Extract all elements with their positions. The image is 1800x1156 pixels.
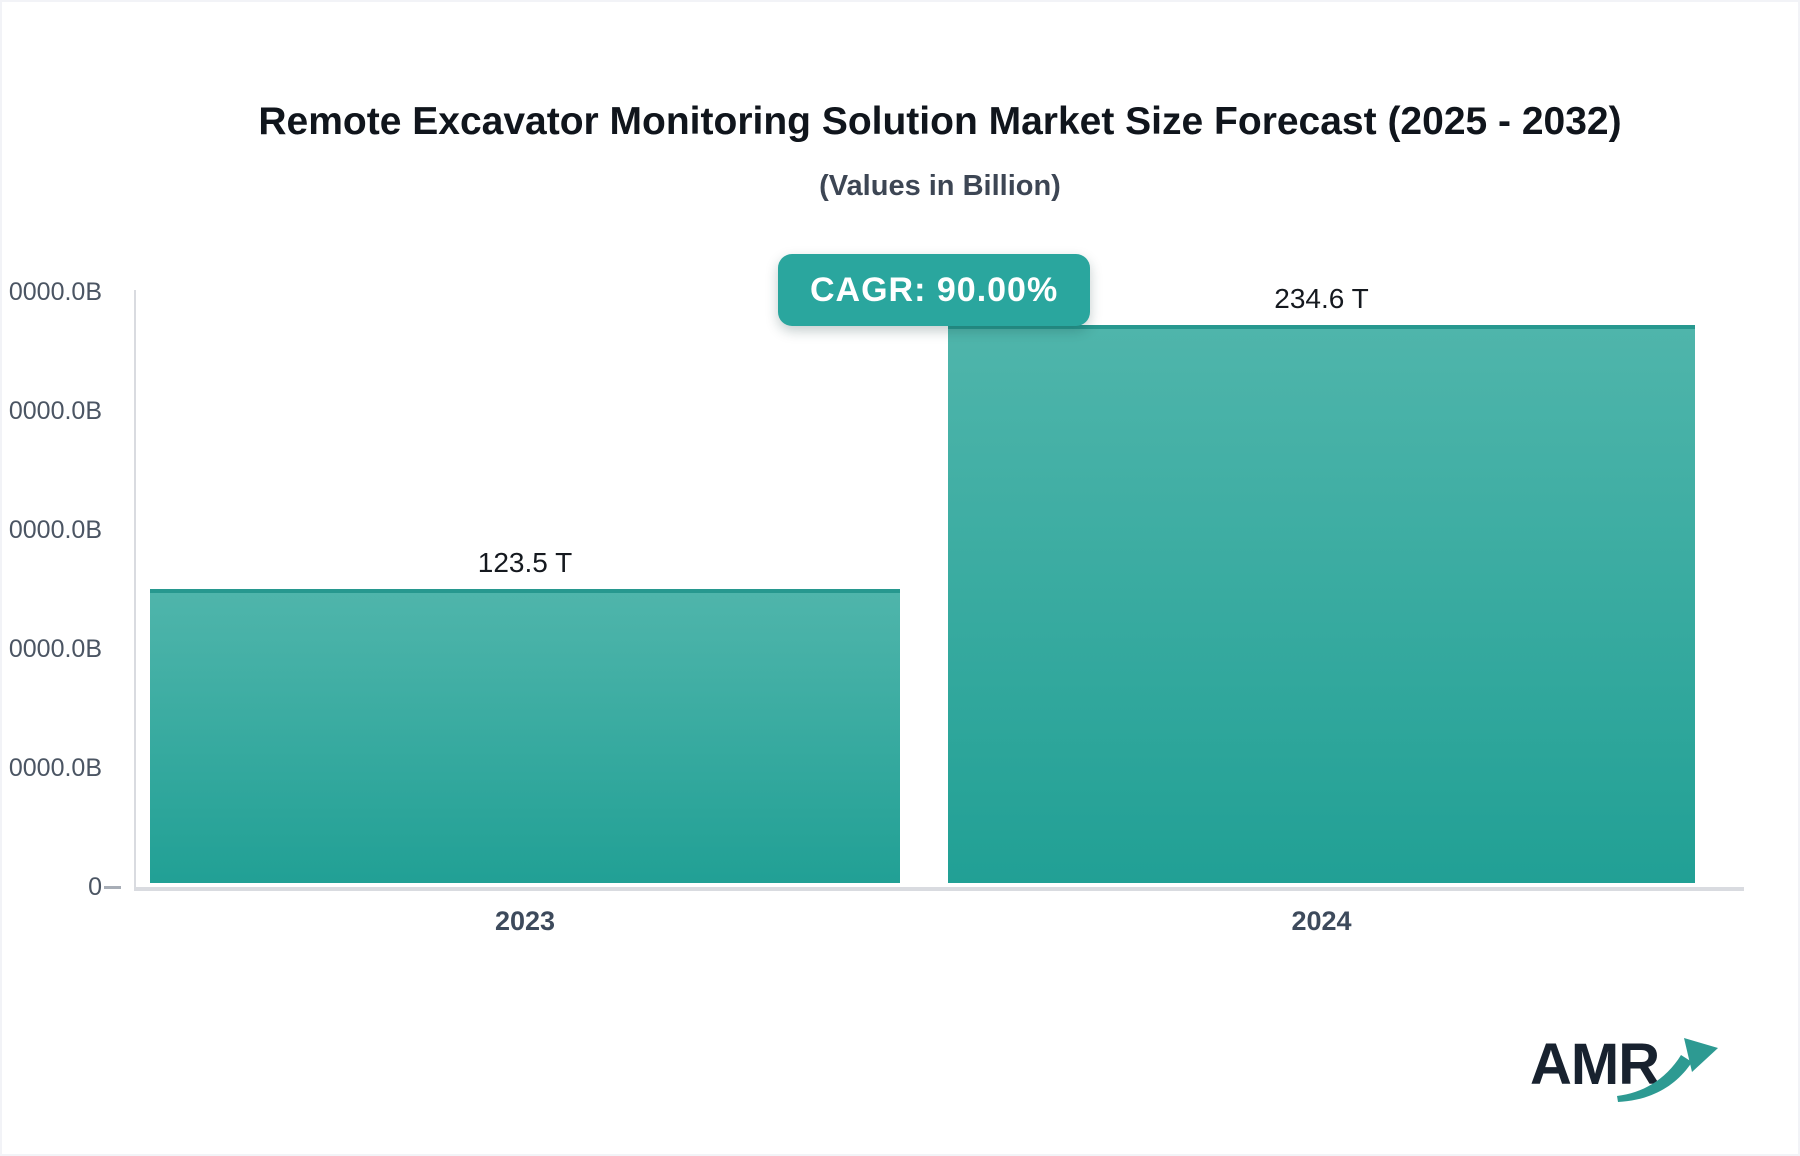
- y-axis-tick-label: 0000.0B: [8, 516, 102, 544]
- bar-2024: [948, 325, 1695, 883]
- x-axis-baseline: [134, 887, 1744, 891]
- bar-value-label-2024: 234.6 T: [1274, 283, 1369, 314]
- x-axis-label-2023: 2023: [494, 906, 556, 936]
- bar-2023: [150, 589, 900, 883]
- y-axis-zero-tick-mark: [104, 886, 121, 889]
- x-axis-label-2024: 2024: [1291, 906, 1352, 936]
- chart-subtitle: (Values in Billion): [819, 170, 1061, 202]
- bar-value-label-2023: 123.5 T: [477, 547, 573, 578]
- y-axis-line: [134, 290, 136, 887]
- chart-title: Remote Excavator Monitoring Solution Mar…: [258, 100, 1622, 143]
- amr-logo-text: AMR: [1530, 1032, 1660, 1097]
- amr-logo: AMR: [1530, 1034, 1740, 1126]
- y-axis-tick-label: 0000.0B: [8, 397, 102, 425]
- y-axis-tick-label: 0000.0B: [8, 754, 102, 782]
- y-axis-zero-label: 0: [88, 873, 102, 901]
- y-axis-tick-label: 0000.0B: [8, 635, 102, 663]
- growth-arrow-icon: [1617, 1038, 1718, 1102]
- cagr-badge: CAGR: 90.00%: [778, 254, 1091, 326]
- y-axis-tick-label: 0000.0B: [8, 278, 102, 306]
